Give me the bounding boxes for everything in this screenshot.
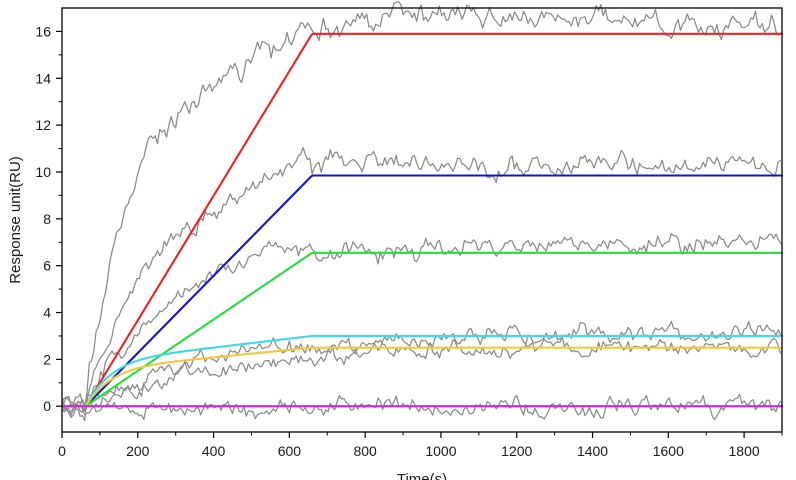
x-tick-label: 1000 — [425, 443, 456, 459]
x-tick-label: 800 — [353, 443, 377, 459]
raw-data-curve — [61, 146, 782, 422]
fit-red — [60, 32, 784, 408]
x-tick-label: 1400 — [577, 443, 608, 459]
raw-data-curve — [61, 1, 782, 412]
plot-frame — [61, 7, 783, 433]
fit-cyan — [60, 334, 784, 408]
x-tick-label: 1600 — [653, 443, 684, 459]
fit-green — [60, 251, 784, 408]
y-tick-label: 16 — [35, 23, 51, 39]
y-tick-label: 8 — [43, 211, 51, 227]
y-tick-labels: 0 2 4 6 8 10 12 14 16 — [35, 23, 51, 414]
y-tick-label: 10 — [35, 164, 51, 180]
y-axis-title: Response unit(RU) — [7, 156, 24, 284]
y-tick-label: 4 — [43, 305, 51, 321]
fit-curves — [60, 32, 784, 408]
raw-data-curve — [61, 320, 782, 408]
x-tick-labels: 0 200 400 600 800 1000 1200 1400 1600 1800 — [58, 443, 760, 459]
x-tick-label: 1800 — [729, 443, 760, 459]
y-tick-label: 6 — [43, 258, 51, 274]
x-tick-label: 0 — [58, 443, 66, 459]
raw-data-curve — [61, 233, 782, 413]
fit-blue — [60, 174, 784, 408]
x-axis-title: Time(s) — [397, 471, 447, 480]
y-tick-label: 14 — [35, 70, 51, 86]
y-tick-label: 0 — [43, 398, 51, 414]
x-tick-label: 1200 — [501, 443, 532, 459]
raw-data-curves — [61, 1, 782, 422]
raw-data-curve — [61, 336, 782, 413]
x-tick-label: 400 — [202, 443, 226, 459]
fit-gold — [60, 346, 784, 408]
x-tick-label: 600 — [278, 443, 302, 459]
y-tick-label: 2 — [43, 351, 51, 367]
y-tick-label: 12 — [35, 117, 51, 133]
x-tick-label: 200 — [126, 443, 150, 459]
